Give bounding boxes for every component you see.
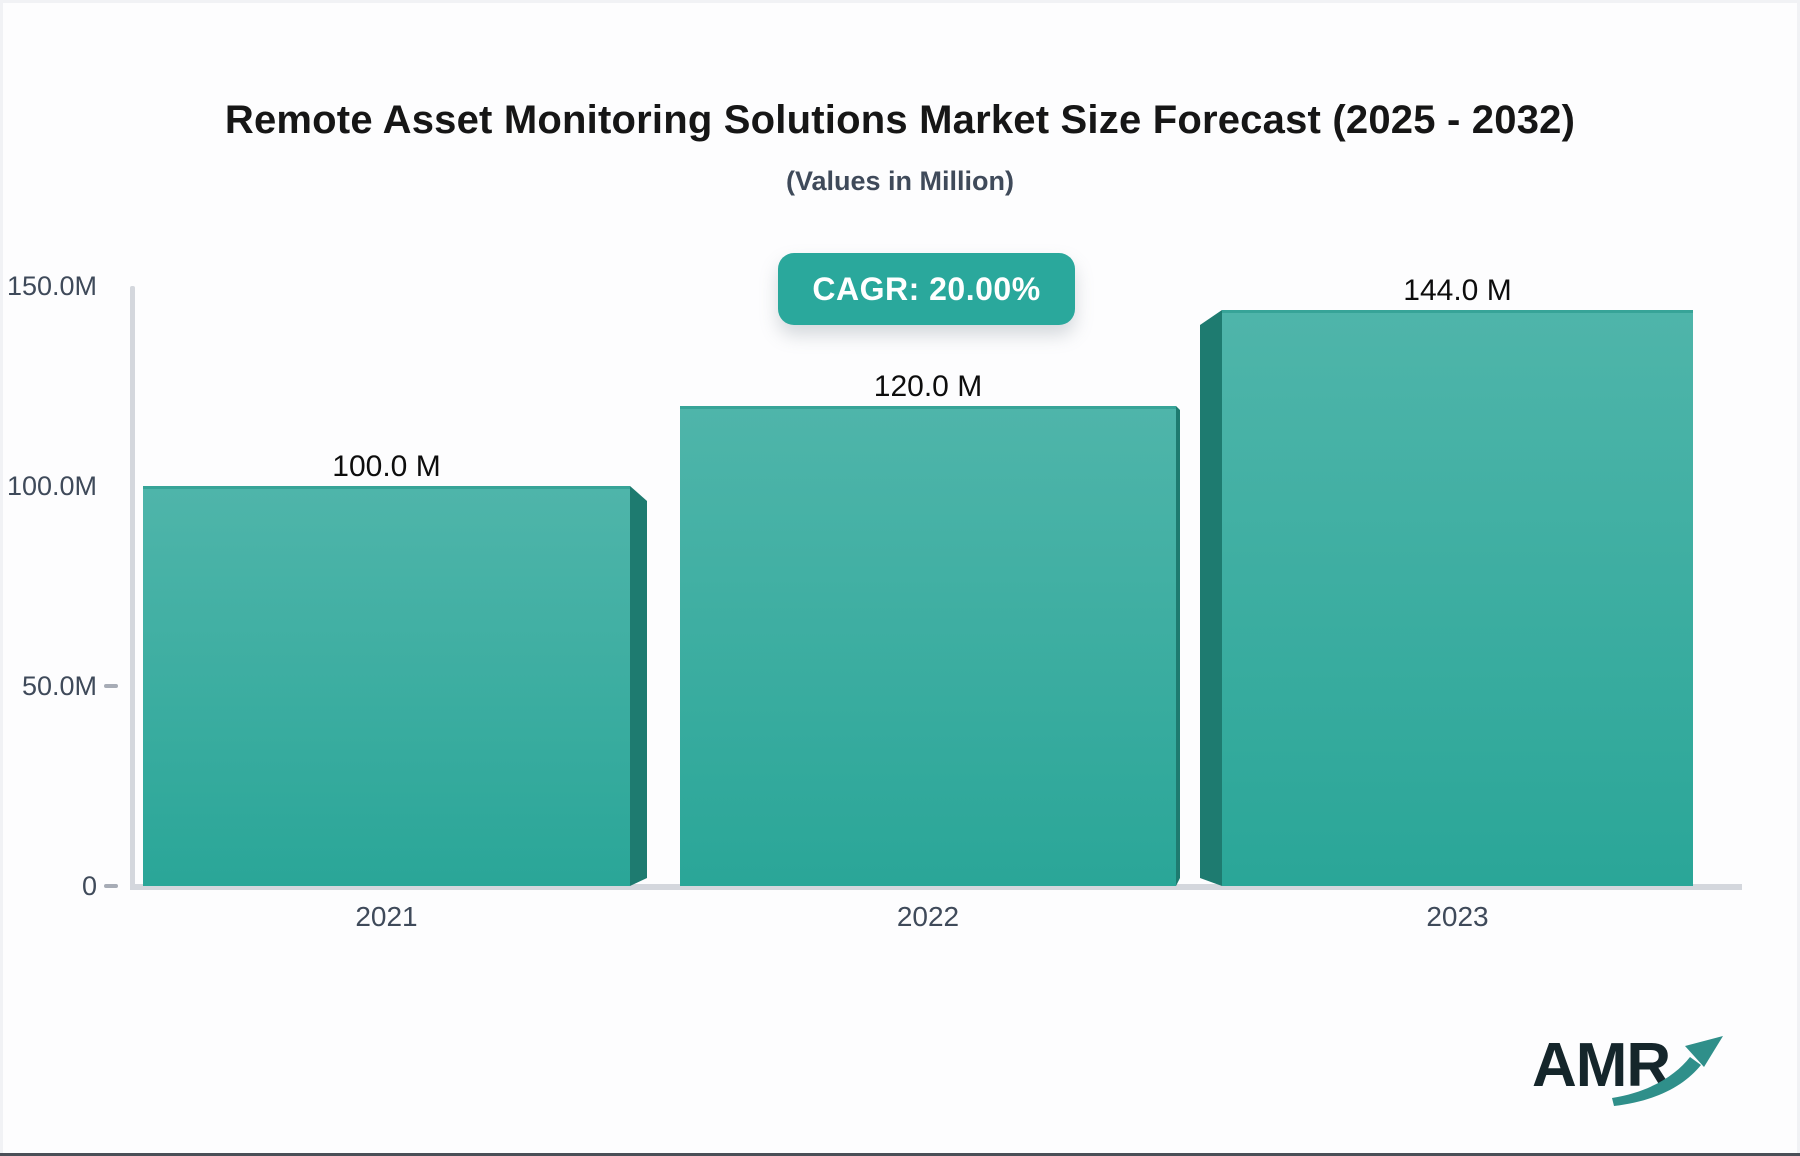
y-axis-tick-label: 100.0M xyxy=(7,471,97,501)
amr-logo: AMR xyxy=(1532,1030,1732,1120)
x-axis-category-label: 2022 xyxy=(897,901,959,932)
amr-logo-arrow-icon xyxy=(1612,1036,1723,1106)
bar-2022 xyxy=(680,406,1176,886)
bar-value-label: 144.0 M xyxy=(1403,274,1511,307)
bar-3d-side xyxy=(1176,406,1180,886)
bar-value-label: 120.0 M xyxy=(874,370,982,403)
cagr-badge-label: CAGR: 20.00% xyxy=(812,270,1041,307)
y-axis-tick-mark xyxy=(104,684,118,688)
x-axis-category-label: 2021 xyxy=(355,901,417,932)
bottom-border xyxy=(0,1153,1800,1156)
bar-2023 xyxy=(1222,310,1693,886)
cagr-badge: CAGR: 20.00% xyxy=(778,253,1075,325)
x-axis-category-label: 2023 xyxy=(1426,901,1488,932)
chart-title: Remote Asset Monitoring Solutions Market… xyxy=(224,98,1576,142)
bar-2021 xyxy=(143,486,630,886)
y-axis-tick-label: 50.0M xyxy=(22,671,97,701)
y-axis-tick-label: 150.0M xyxy=(7,271,97,301)
bar-3d-side xyxy=(1200,310,1222,886)
x-axis-line xyxy=(130,884,1742,890)
y-axis-tick-mark xyxy=(104,884,118,888)
bar-value-label: 100.0 M xyxy=(332,450,440,483)
bar-3d-side xyxy=(630,486,647,886)
bar-top-edge xyxy=(143,486,630,489)
bar-top-edge xyxy=(1222,310,1693,313)
chart-subtitle: (Values in Million) xyxy=(785,166,1015,196)
bar-top-edge xyxy=(680,406,1176,409)
y-axis-line xyxy=(130,286,135,890)
y-axis-tick-label: 0 xyxy=(82,871,97,901)
